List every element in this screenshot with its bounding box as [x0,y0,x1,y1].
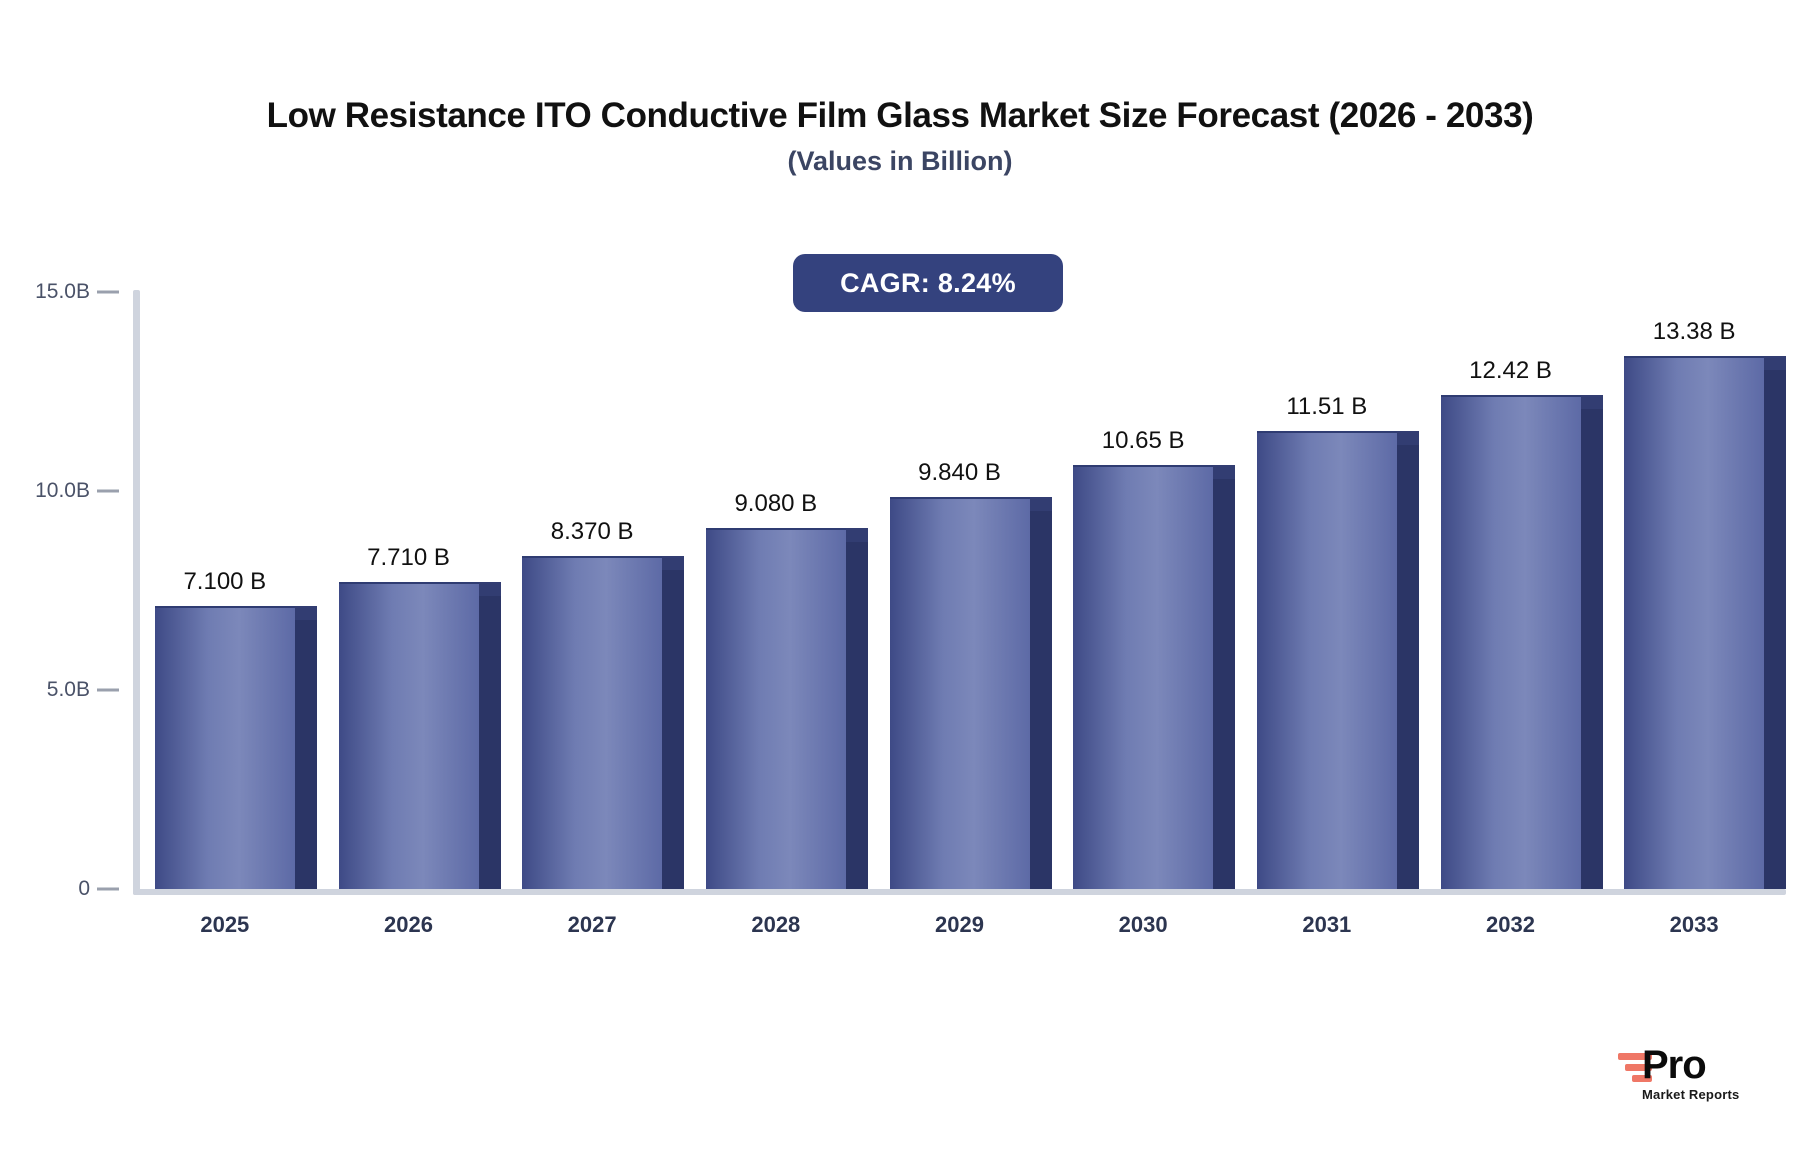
bar-side-face [1213,479,1236,889]
cagr-badge-label: CAGR: 8.24% [840,267,1016,298]
bar-2030[interactable] [1073,465,1236,889]
bar-value-label: 12.42 B [1469,356,1552,384]
bar-front-face [705,527,846,889]
bar-side-face [845,541,868,889]
brand-logo: Pro Market Reports [1618,1043,1778,1111]
y-axis-line [133,290,140,895]
x-axis-tick-label: 2029 [935,912,984,937]
bar-2029[interactable] [889,497,1052,889]
y-axis-tick-label: 0 [78,877,90,900]
bar-side-face [1764,370,1787,889]
bar-2033[interactable] [1624,356,1787,889]
bar-side-face [1580,408,1603,889]
bar-value-label: 11.51 B [1286,392,1368,420]
bar-value-label: 10.65 B [1101,427,1185,455]
y-axis-tick-mark [97,688,119,692]
bar-top-face [1764,356,1787,371]
bar-side-face [294,620,317,889]
x-axis-tick-label: 2027 [567,912,617,937]
x-axis-tick-label: 2030 [1118,912,1168,937]
bar-side-face [478,596,501,889]
bar-top-face [294,606,317,621]
page-title: Low Resistance ITO Conductive Film Glass… [266,96,1534,135]
logo-bars-icon [1618,1053,1654,1085]
y-axis-tick-mark [97,887,119,891]
bar-top-face [1213,465,1236,480]
y-axis-tick-mark [97,290,119,294]
bar-2027[interactable] [522,555,685,889]
cagr-badge: CAGR: 8.24% [793,254,1063,312]
bar-value-label: 9.840 B [918,459,1001,487]
bar-2025[interactable] [154,606,317,889]
bar-2026[interactable] [338,582,501,889]
bar-top-face [1396,430,1419,445]
bar-top-face [478,582,501,597]
bar-value-label: 7.710 B [367,544,450,572]
bar-front-face [154,606,295,889]
y-axis-tick-mark [97,489,119,493]
bar-value-label: 9.080 B [734,489,818,517]
y-axis-tick-label: 5.0B [46,678,90,701]
bar-2032[interactable] [1440,394,1603,889]
bar-front-face [1073,465,1214,889]
bar-top-face [662,555,685,570]
bar-front-face [889,497,1030,889]
x-axis-tick-label: 2028 [751,912,801,937]
bar-front-face [1256,430,1397,889]
y-axis-tick-label: 10.0B [35,479,90,502]
bar-top-face [1580,394,1603,409]
logo-name: Pro [1642,1043,1707,1087]
x-axis-line [133,889,1786,895]
bar-front-face [1624,356,1765,889]
x-axis-tick-label: 2032 [1486,912,1535,937]
bar-side-face [1029,511,1052,889]
bar-value-label: 7.100 B [183,568,267,596]
bar-value-label: 8.370 B [550,517,634,545]
y-axis-tick-label: 15.0B [35,280,90,303]
chart-subtitle: (Values in Billion) [787,146,1013,176]
bar-top-face [845,527,868,542]
x-axis-tick-label: 2025 [200,912,250,937]
bar-front-face [522,555,663,889]
x-axis-tick-label: 2031 [1302,912,1352,937]
bar-2028[interactable] [705,527,868,889]
bar-front-face [338,582,479,889]
bar-side-face [1396,444,1419,889]
bar-side-face [662,569,685,889]
x-axis-tick-label: 2026 [384,912,433,937]
x-axis-tick-label: 2033 [1669,912,1719,937]
bar-top-face [1029,497,1052,512]
bar-value-label: 13.38 B [1652,318,1736,346]
bar-front-face [1440,394,1581,889]
logo-tagline: Market Reports [1642,1087,1740,1102]
bar-2031[interactable] [1256,430,1419,889]
